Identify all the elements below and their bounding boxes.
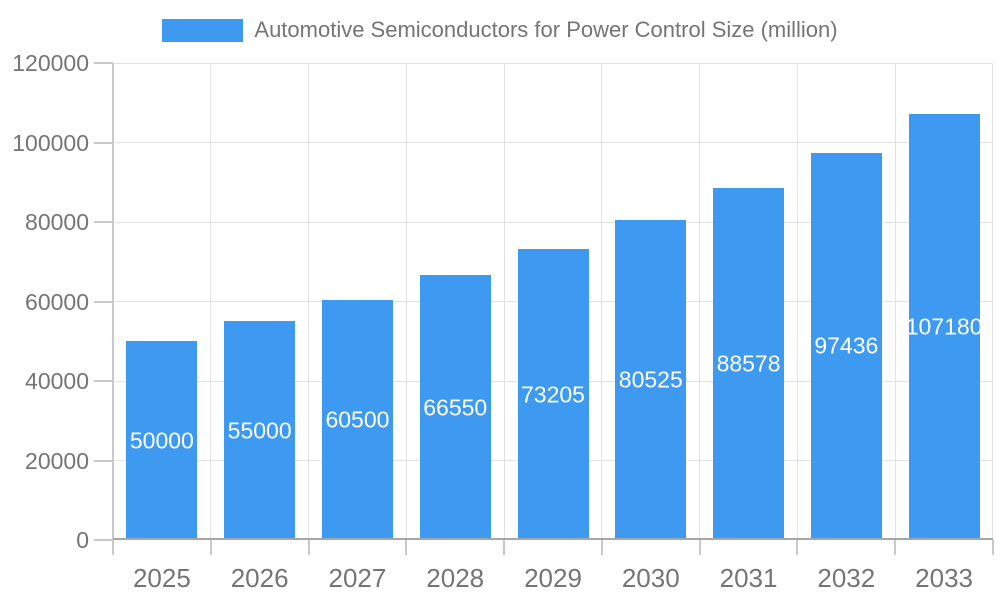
x-axis-tick [894,540,897,555]
bar-value-label: 88578 [716,350,781,377]
x-tick-label: 2027 [328,563,387,593]
vertical-gridline [405,63,407,540]
x-tick-label: 2029 [524,563,582,593]
bar-value-label: 80525 [618,366,683,393]
x-axis-baseline [113,538,993,540]
plot-area: 50000 55000 60500 66550 73205 80525 88578 97436… [113,62,993,540]
y-tick-label: 60000 [25,288,89,315]
horizontal-gridline [113,142,993,143]
x-tick-label: 2026 [230,563,289,593]
vertical-gridline [894,63,896,540]
x-axis-tick [992,540,994,555]
x-axis-tick [209,540,212,555]
bar[interactable]: 60500 [321,299,393,540]
x-tick-label: 2025 [132,563,191,593]
legend-swatch [162,18,244,42]
vertical-gridline [699,63,701,540]
vertical-gridline [210,63,212,540]
bar-value-label: 50000 [129,427,194,454]
x-tick-label: 2030 [621,563,680,593]
y-axis-line [112,63,114,555]
legend-label: Automotive Semiconductors for Power Cont… [254,17,838,42]
y-tick-label: 80000 [25,209,89,235]
bar-value-label: 107180 [905,313,983,340]
x-tick-label: 2028 [426,563,485,593]
bar[interactable]: 97436 [810,152,882,540]
bar[interactable]: 88578 [713,187,785,540]
x-tick-label: 2032 [817,563,876,593]
x-axis-tick [503,540,506,555]
legend[interactable]: Automotive Semiconductors for Power Cont… [0,17,1000,43]
bar-value-label: 55000 [227,417,292,444]
y-axis-tick [94,300,113,303]
x-axis-tick [796,540,799,555]
x-axis-tick [698,540,701,555]
y-tick-label: 40000 [25,368,89,394]
bar-value-label: 97436 [814,332,879,359]
vertical-gridline [991,63,993,540]
y-axis-tick [94,141,113,144]
y-axis-tick [94,380,113,382]
bar[interactable]: 80525 [615,219,687,540]
x-axis-tick [307,540,310,555]
vertical-gridline [308,63,310,540]
y-axis-tick [94,539,113,541]
vertical-gridline [503,63,505,540]
x-tick-label: 2033 [915,563,974,593]
horizontal-gridline [113,62,993,64]
x-axis-tick [600,540,603,555]
bar-value-label: 66550 [423,394,488,421]
horizontal-gridline [113,221,993,223]
bar[interactable]: 73205 [517,249,589,540]
bar[interactable]: 55000 [224,321,296,540]
bar-value-label: 60500 [325,406,390,433]
vertical-gridline [796,63,798,540]
y-tick-label: 20000 [25,447,89,474]
vertical-gridline [601,63,603,540]
bar[interactable]: 107180 [905,113,983,540]
bar[interactable]: 50000 [126,341,198,540]
x-tick-label: 2031 [719,563,778,593]
y-axis-tick [94,62,113,64]
y-tick-label: 0 [76,527,89,553]
bar-value-label: 73205 [521,381,585,407]
y-tick-label: 120000 [12,50,89,76]
y-axis-tick [94,459,113,462]
y-axis-tick [94,221,113,223]
bar[interactable]: 66550 [419,275,491,540]
y-tick-label: 100000 [12,129,89,156]
x-axis-tick [405,540,408,555]
